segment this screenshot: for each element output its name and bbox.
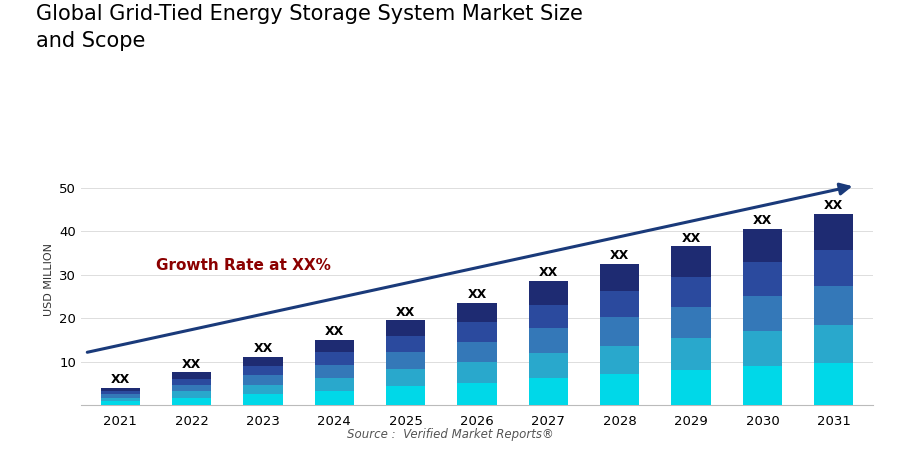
Bar <box>528 305 568 328</box>
Bar <box>386 369 426 387</box>
Text: Global Grid-Tied Energy Storage System Market Size
and Scope: Global Grid-Tied Energy Storage System M… <box>36 4 583 51</box>
Bar <box>315 378 354 391</box>
Bar <box>742 366 782 405</box>
Bar <box>386 387 426 405</box>
Bar <box>243 366 283 375</box>
Text: Growth Rate at XX%: Growth Rate at XX% <box>156 258 331 273</box>
Bar <box>315 352 354 365</box>
Bar <box>101 401 140 405</box>
Bar <box>457 303 497 322</box>
Bar <box>101 398 140 401</box>
Bar <box>101 391 140 394</box>
Bar <box>528 328 568 353</box>
Text: XX: XX <box>253 342 273 356</box>
Bar <box>600 264 639 291</box>
Bar <box>600 291 639 317</box>
Bar <box>243 385 283 395</box>
Bar <box>600 346 639 374</box>
Bar <box>172 392 212 398</box>
Bar <box>671 370 711 405</box>
Bar <box>671 307 711 338</box>
Bar <box>671 338 711 370</box>
Bar <box>386 352 426 369</box>
Bar <box>742 229 782 262</box>
Bar <box>315 364 354 378</box>
Bar <box>457 322 497 342</box>
Bar <box>315 340 354 352</box>
Text: Source :  Verified Market Reports®: Source : Verified Market Reports® <box>346 428 554 441</box>
Text: XX: XX <box>752 214 772 227</box>
Bar <box>243 395 283 405</box>
Bar <box>814 287 853 325</box>
Text: XX: XX <box>325 325 344 338</box>
Bar <box>172 385 212 392</box>
Bar <box>315 391 354 405</box>
Text: XX: XX <box>539 266 558 279</box>
Bar <box>457 342 497 362</box>
Bar <box>243 375 283 385</box>
Bar <box>528 353 568 378</box>
Bar <box>671 277 711 307</box>
Bar <box>386 336 426 352</box>
Bar <box>600 317 639 346</box>
Bar <box>814 250 853 287</box>
Bar <box>814 363 853 405</box>
Bar <box>172 398 212 405</box>
Bar <box>742 331 782 366</box>
Bar <box>101 394 140 398</box>
Y-axis label: USD MILLION: USD MILLION <box>44 243 54 315</box>
Bar <box>101 387 140 391</box>
Text: XX: XX <box>824 199 843 212</box>
Bar <box>457 382 497 405</box>
Bar <box>386 320 426 336</box>
Bar <box>742 262 782 296</box>
Bar <box>172 378 212 385</box>
Text: XX: XX <box>111 373 130 386</box>
Bar <box>528 281 568 305</box>
Bar <box>814 325 853 363</box>
Text: XX: XX <box>467 288 487 301</box>
Bar <box>742 296 782 331</box>
Bar <box>528 378 568 405</box>
Bar <box>457 362 497 382</box>
Bar <box>243 357 283 366</box>
Text: XX: XX <box>681 232 701 245</box>
Bar <box>671 247 711 277</box>
Bar <box>600 374 639 405</box>
Text: XX: XX <box>396 306 415 319</box>
Bar <box>172 373 212 378</box>
Bar <box>814 214 853 250</box>
Text: XX: XX <box>610 249 629 262</box>
Text: XX: XX <box>182 358 202 371</box>
